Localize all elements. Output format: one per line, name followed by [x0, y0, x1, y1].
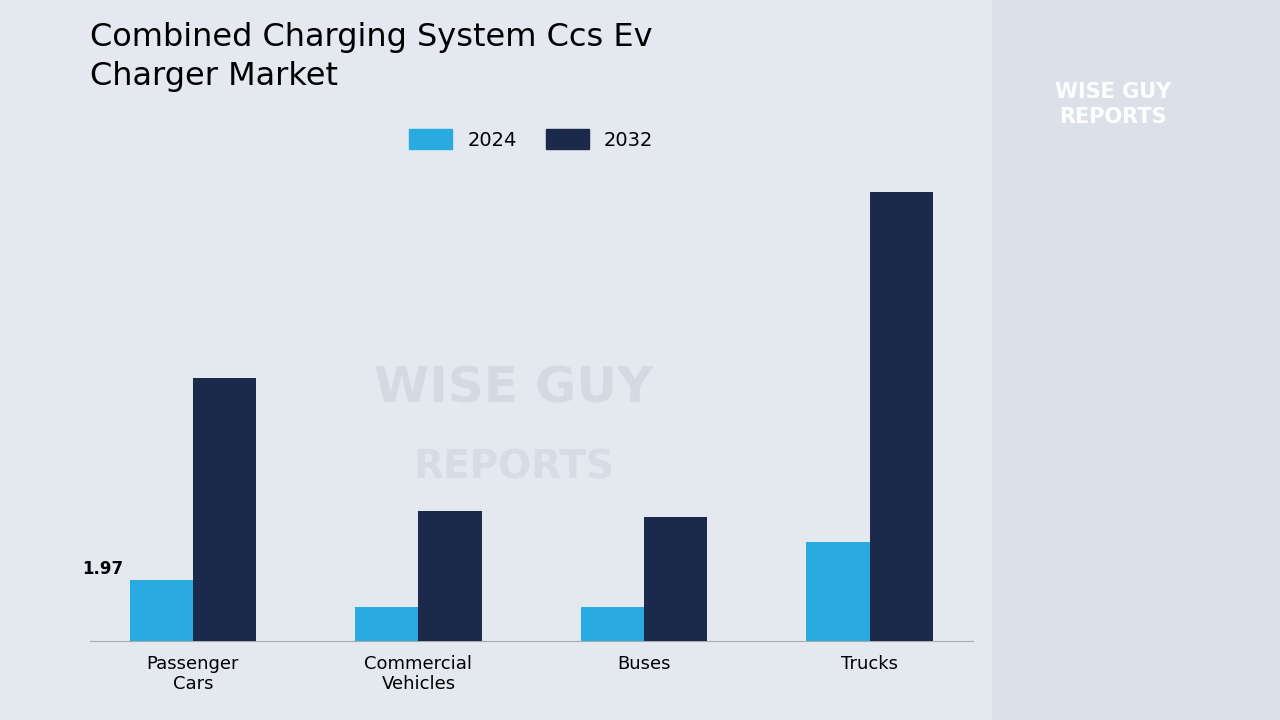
Bar	[581, 607, 644, 641]
Text: 1.97: 1.97	[82, 559, 123, 577]
Text: Combined Charging System Ccs Ev
Charger Market: Combined Charging System Ccs Ev Charger …	[90, 22, 653, 92]
Text: WISE GUY: WISE GUY	[374, 364, 653, 413]
Text: WISE GUY
REPORTS: WISE GUY REPORTS	[1055, 82, 1171, 127]
Bar	[193, 378, 256, 641]
Bar	[129, 580, 193, 641]
Text: REPORTS: REPORTS	[413, 449, 614, 486]
Bar	[356, 607, 419, 641]
Bar	[644, 517, 707, 641]
Circle shape	[718, 0, 1280, 720]
Bar	[419, 511, 481, 641]
Bar	[806, 542, 869, 641]
Bar	[869, 192, 933, 641]
Legend: 2024, 2032: 2024, 2032	[399, 120, 663, 160]
